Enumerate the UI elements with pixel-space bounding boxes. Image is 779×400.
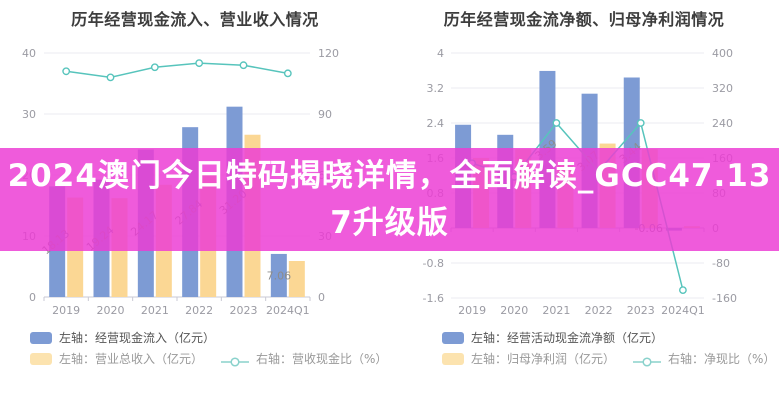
left-axis-tick-label: 4 xyxy=(437,47,444,60)
line-marker xyxy=(679,286,687,295)
legend-row: 左轴：营业总收入（亿元） 右轴：营收现金比（%） xyxy=(30,350,387,367)
right-chart-title: 历年经营现金流净额、归母净利润情况 xyxy=(443,10,725,29)
x-axis-label: 2024Q1 xyxy=(266,304,310,317)
left-axis-tick-label: -1.6 xyxy=(423,292,444,305)
legend-item-total-revenue[interactable]: 左轴：营业总收入（亿元） xyxy=(30,350,203,367)
banner-text-line1: 2024澳门今日特码揭晓详情，全面解读_GCC47.13 xyxy=(7,157,772,194)
left-chart-legend: 左轴：经营现金流入（亿元） 左轴：营业总收入（亿元） 右轴：营收现金比（%） xyxy=(30,330,387,372)
bar-label: 7.06 xyxy=(267,269,292,282)
line-marker xyxy=(62,67,71,76)
x-axis-label: 2023 xyxy=(627,304,655,317)
line-marker xyxy=(283,69,292,78)
legend-label: 左轴：经营活动现金流净额（亿元） xyxy=(471,331,664,345)
legend-label: 左轴：营业总收入（亿元） xyxy=(59,352,204,366)
x-axis-label: 2021 xyxy=(141,304,169,317)
right-axis-tick-label: -160 xyxy=(712,292,737,305)
line-marker xyxy=(106,73,115,82)
legend-line-icon xyxy=(221,353,250,367)
legend-swatch-yellow xyxy=(442,352,464,365)
x-axis-label: 2023 xyxy=(230,304,258,317)
legend-swatch-blue xyxy=(30,331,52,344)
legend-item-cash-inflow[interactable]: 左轴：经营现金流入（亿元） xyxy=(30,329,215,346)
x-axis-label: 2024Q1 xyxy=(661,304,705,317)
right-axis-tick-label: 0 xyxy=(318,291,325,304)
left-axis-tick-label: -0.8 xyxy=(423,257,444,270)
line-marker xyxy=(552,119,561,127)
legend-swatch-blue xyxy=(442,331,464,344)
left-chart-title: 历年经营现金流入、营业收入情况 xyxy=(71,10,319,29)
x-axis-label: 2022 xyxy=(185,304,213,317)
legend-label: 右轴：营收现金比（%） xyxy=(256,352,388,366)
x-axis-label: 2022 xyxy=(585,304,613,317)
line-marker xyxy=(150,63,159,72)
legend-item-revenue-cash-ratio[interactable]: 右轴：营收现金比（%） xyxy=(221,350,387,367)
right-chart-legend: 左轴：经营活动现金流净额（亿元） 左轴：归母净利润（亿元） 右轴：净现比（%） xyxy=(442,330,775,372)
line-marker xyxy=(239,61,248,70)
right-axis-tick-label: 400 xyxy=(712,47,733,60)
legend-line-icon xyxy=(633,353,662,367)
legend-item-net-profit[interactable]: 左轴：归母净利润（亿元） xyxy=(442,350,615,367)
promo-banner[interactable]: 2024澳门今日特码揭晓详情，全面解读_GCC47.13 7升级版 xyxy=(0,148,779,251)
left-axis-tick-label: 3.2 xyxy=(427,82,445,95)
right-axis-tick-label: 240 xyxy=(712,117,733,130)
right-axis-tick-label: 90 xyxy=(318,108,332,121)
x-axis-label: 2021 xyxy=(542,304,570,317)
legend-row: 左轴：经营活动现金流净额（亿元） xyxy=(442,330,775,345)
right-axis-tick-label: -80 xyxy=(712,257,730,270)
trend-line xyxy=(66,62,288,79)
legend-swatch-yellow xyxy=(30,352,52,365)
x-axis-label: 2019 xyxy=(458,304,486,317)
legend-row: 左轴：归母净利润（亿元） 右轴：净现比（%） xyxy=(442,350,775,367)
legend-item-net-cash-ratio[interactable]: 右轴：净现比（%） xyxy=(633,350,775,367)
line-marker xyxy=(636,119,645,127)
legend-item-net-operating-cash[interactable]: 左轴：经营活动现金流净额（亿元） xyxy=(442,329,663,346)
legend-row: 左轴：经营现金流入（亿元） xyxy=(30,330,387,345)
legend-label: 左轴：归母净利润（亿元） xyxy=(471,352,616,366)
x-axis-label: 2020 xyxy=(500,304,528,317)
banner-text-line2: 7升级版 xyxy=(330,204,449,241)
bar xyxy=(270,253,287,297)
x-axis-label: 2019 xyxy=(52,304,80,317)
left-axis-tick-label: 2.4 xyxy=(427,117,445,130)
left-axis-tick-label: 30 xyxy=(22,108,36,121)
x-axis-label: 2020 xyxy=(97,304,125,317)
bar xyxy=(288,261,305,297)
left-axis-tick-label: 40 xyxy=(22,47,36,60)
right-axis-tick-label: 320 xyxy=(712,82,733,95)
line-marker xyxy=(195,59,204,68)
right-axis-tick-label: 120 xyxy=(318,47,339,60)
legend-label: 右轴：净现比（%） xyxy=(668,352,776,366)
left-axis-tick-label: 0 xyxy=(29,291,36,304)
legend-label: 左轴：经营现金流入（亿元） xyxy=(59,331,216,345)
